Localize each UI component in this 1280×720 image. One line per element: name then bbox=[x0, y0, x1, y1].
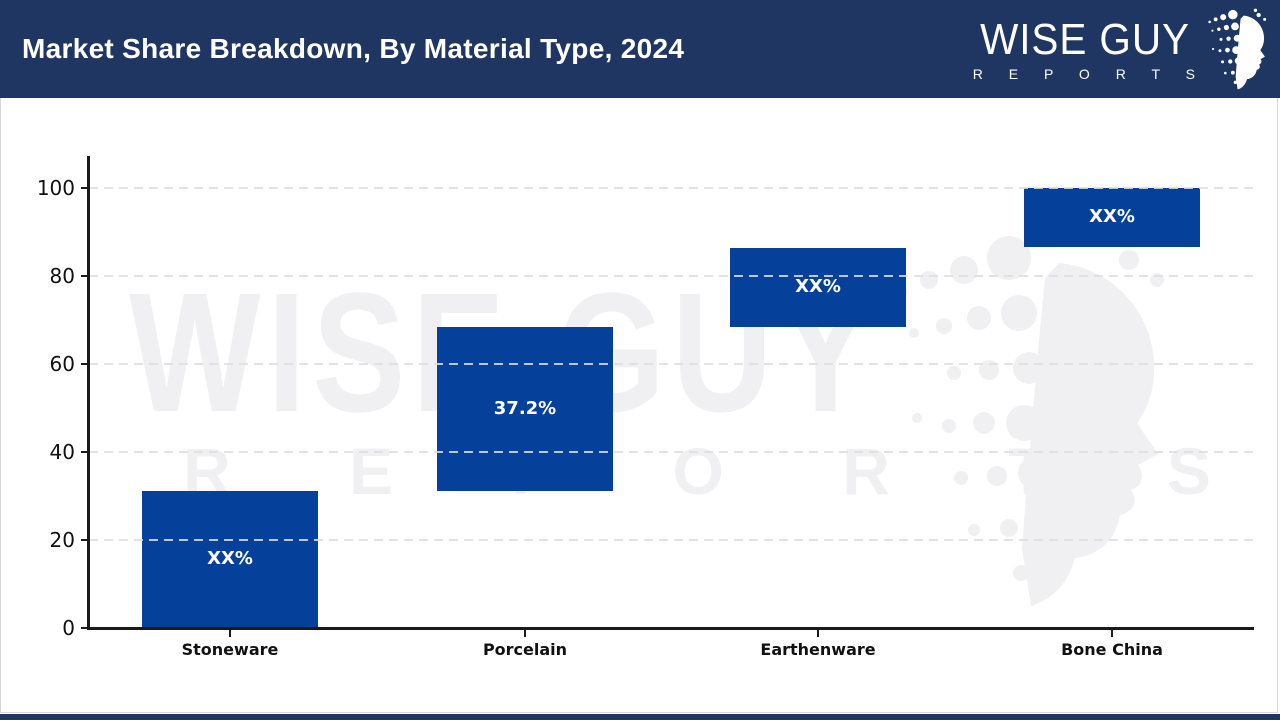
y-tick-mark bbox=[81, 539, 88, 541]
category-label: Porcelain bbox=[482, 640, 568, 659]
category-label: Stoneware bbox=[181, 640, 279, 659]
x-tick-mark bbox=[817, 629, 819, 637]
y-tick-mark bbox=[81, 275, 88, 277]
chart-area: WISE GUY R E P O R T S 0 20 40 60 80 100 XX% 37… bbox=[0, 98, 1278, 713]
bar-value-label: XX% bbox=[207, 548, 253, 570]
logo-text-wiseguy: WISE GUY bbox=[980, 15, 1191, 64]
y-tick-mark bbox=[81, 187, 88, 189]
logo-text-reports: R E P O R T S bbox=[972, 66, 1206, 82]
bar-value-label: 37.2% bbox=[493, 397, 557, 419]
gridline bbox=[89, 275, 1254, 277]
bar bbox=[437, 327, 613, 491]
x-tick-mark bbox=[524, 629, 526, 637]
gridline bbox=[89, 363, 1254, 365]
gridline bbox=[89, 451, 1254, 453]
bar bbox=[142, 490, 318, 628]
bar bbox=[730, 248, 906, 327]
face-profile-icon bbox=[1200, 6, 1270, 92]
category-label: Earthenware bbox=[760, 640, 876, 659]
gridline bbox=[89, 539, 1254, 541]
footer-bar bbox=[0, 714, 1280, 720]
watermark-face-icon bbox=[859, 218, 1179, 618]
bar-value-label: XX% bbox=[795, 276, 841, 298]
y-tick-label: 100 bbox=[36, 176, 75, 200]
y-tick-label: 40 bbox=[49, 440, 75, 464]
bar-value-label: XX% bbox=[1089, 206, 1135, 228]
bar bbox=[1024, 188, 1200, 247]
x-axis-line bbox=[87, 627, 1254, 630]
header-bar: Market Share Breakdown, By Material Type… bbox=[0, 0, 1280, 98]
x-tick-mark bbox=[1111, 629, 1113, 637]
logo-wordmark: WISE GUY R E P O R T S bbox=[965, 15, 1206, 83]
page-title: Market Share Breakdown, By Material Type… bbox=[22, 33, 685, 64]
y-tick-label: 0 bbox=[62, 616, 75, 640]
y-tick-mark bbox=[81, 451, 88, 453]
y-tick-label: 80 bbox=[49, 264, 75, 288]
y-axis-line bbox=[87, 156, 90, 630]
y-tick-label: 20 bbox=[49, 528, 75, 552]
y-tick-label: 60 bbox=[49, 352, 75, 376]
category-label: Bone China bbox=[1061, 640, 1163, 659]
gridline bbox=[89, 187, 1254, 189]
y-tick-mark bbox=[81, 363, 88, 365]
wiseguy-logo: WISE GUY R E P O R T S bbox=[965, 5, 1270, 93]
x-tick-mark bbox=[229, 629, 231, 637]
y-tick-mark bbox=[81, 627, 88, 629]
